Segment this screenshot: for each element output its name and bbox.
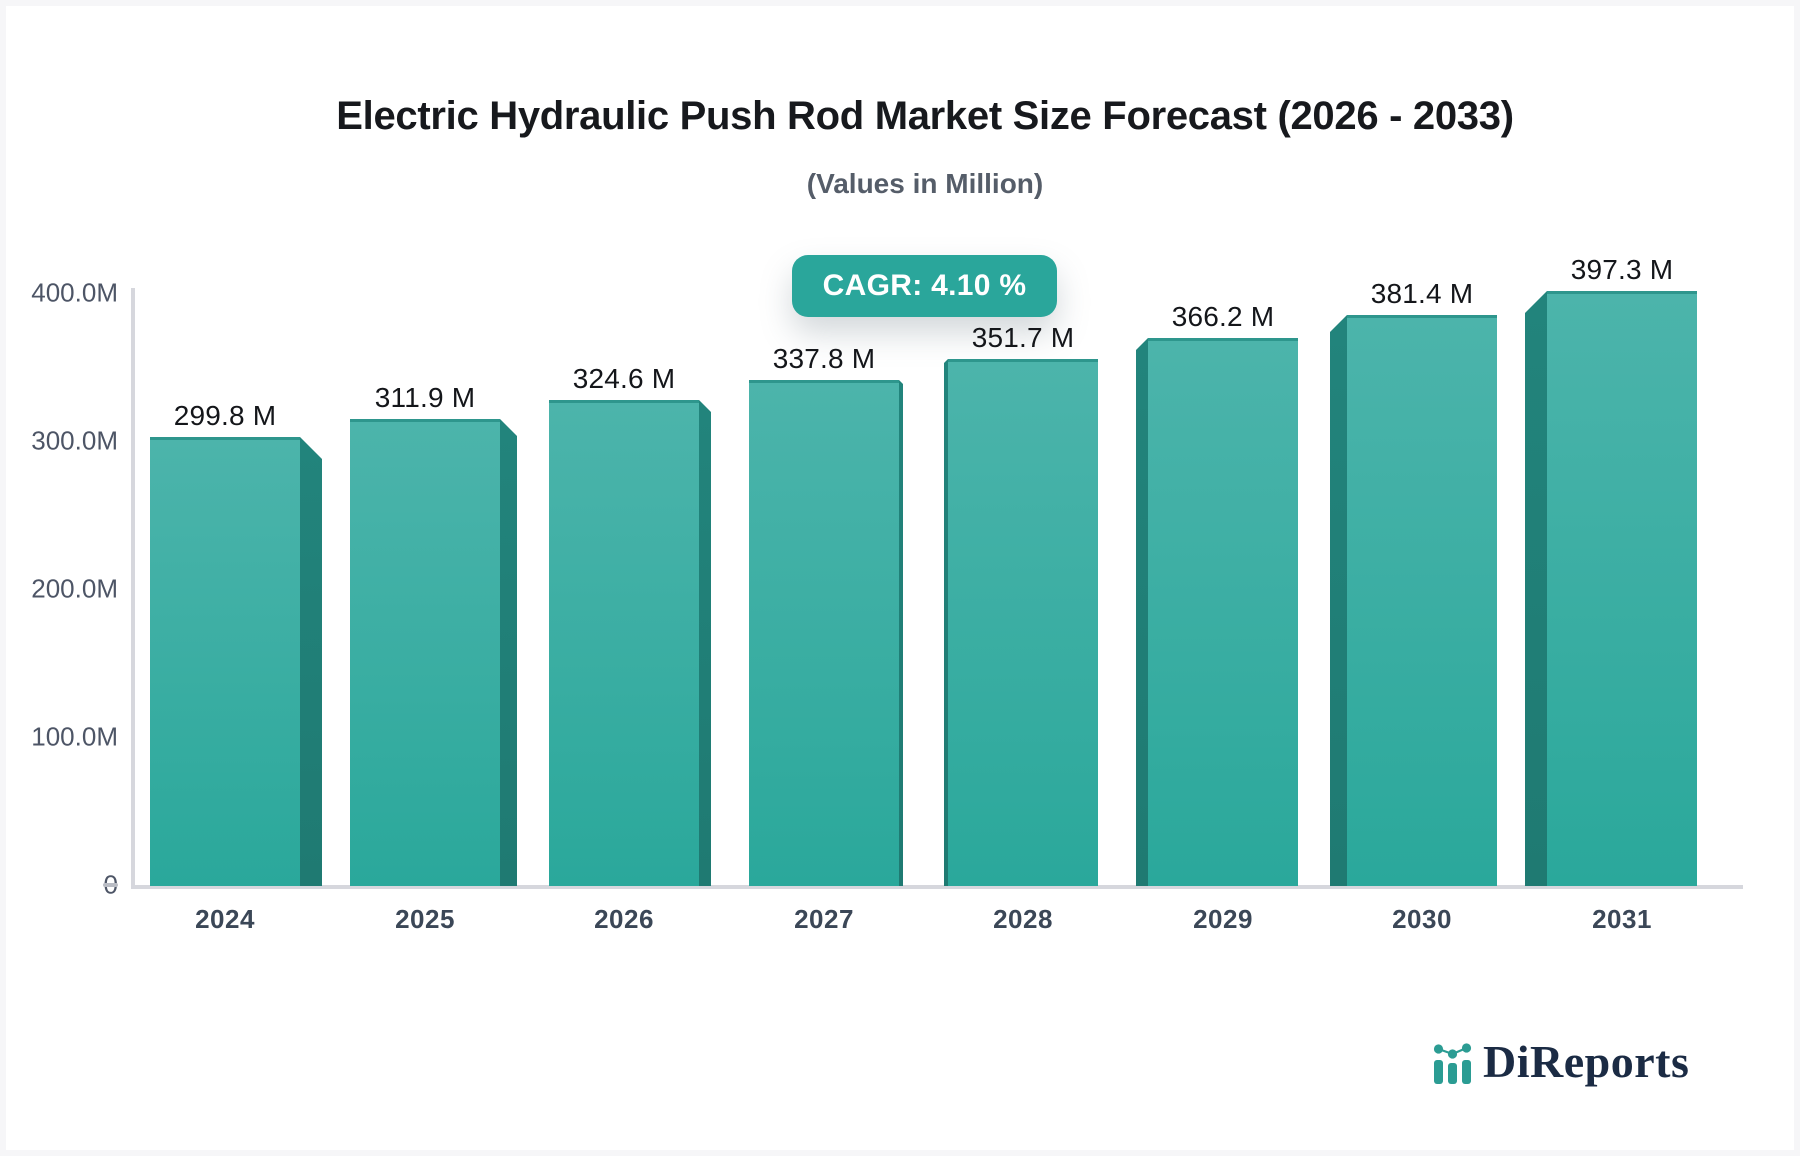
x-axis-category-label: 2024 <box>195 904 255 934</box>
bar-side-face <box>300 437 322 886</box>
bar-side-face <box>500 419 517 886</box>
bar <box>749 380 899 886</box>
mini-bar-chart-icon <box>1433 1043 1472 1084</box>
bar <box>1547 291 1697 886</box>
x-axis-category-label: 2031 <box>1592 904 1652 934</box>
cagr-badge: CAGR: 4.10 % <box>792 255 1057 317</box>
x-axis-category-label: 2025 <box>395 904 455 934</box>
bar <box>549 400 699 886</box>
chart-title: Electric Hydraulic Push Rod Market Size … <box>336 94 1514 138</box>
bar-side-face <box>899 380 903 886</box>
bar-side-face <box>699 400 711 886</box>
bar <box>150 437 300 886</box>
bar-side-face <box>1136 338 1148 886</box>
bar <box>948 359 1098 886</box>
bar-side-face <box>1330 315 1347 886</box>
bar-value-label: 351.7 M <box>971 322 1075 353</box>
bar-value-label: 324.6 M <box>572 363 676 394</box>
bar-value-label: 299.8 M <box>173 400 277 431</box>
x-axis-category-label: 2029 <box>1193 904 1253 934</box>
brand-name: DiReports <box>1483 1036 1690 1087</box>
bar-value-label: 366.2 M <box>1171 301 1275 332</box>
brand-logo: DiReports <box>1432 1038 1689 1086</box>
y-axis-line <box>131 288 135 889</box>
bar <box>1347 315 1497 886</box>
bar <box>1148 338 1298 886</box>
x-axis-category-label: 2030 <box>1392 904 1452 934</box>
bar-value-label: 337.8 M <box>772 343 876 374</box>
x-axis-category-label: 2027 <box>794 904 854 934</box>
bar <box>350 419 500 886</box>
y-axis-tick-label: 200.0M <box>31 573 118 604</box>
chart-subtitle: (Values in Million) <box>806 168 1044 199</box>
y-axis-tick-label: 400.0M <box>31 277 118 308</box>
y-axis-tick-label: 300.0M <box>31 425 118 456</box>
bar-value-label: 311.9 M <box>374 382 476 413</box>
x-axis-category-label: 2026 <box>594 904 654 934</box>
zero-tick-dash <box>103 883 118 887</box>
bar-value-label: 381.4 M <box>1370 278 1474 309</box>
y-axis-tick-label: 100.0M <box>31 721 118 752</box>
bar-value-label: 397.3 M <box>1570 254 1674 285</box>
x-axis-line <box>131 885 1743 889</box>
bar-side-face <box>1525 291 1547 886</box>
x-axis-category-label: 2028 <box>993 904 1053 934</box>
bar-side-face <box>944 359 948 886</box>
